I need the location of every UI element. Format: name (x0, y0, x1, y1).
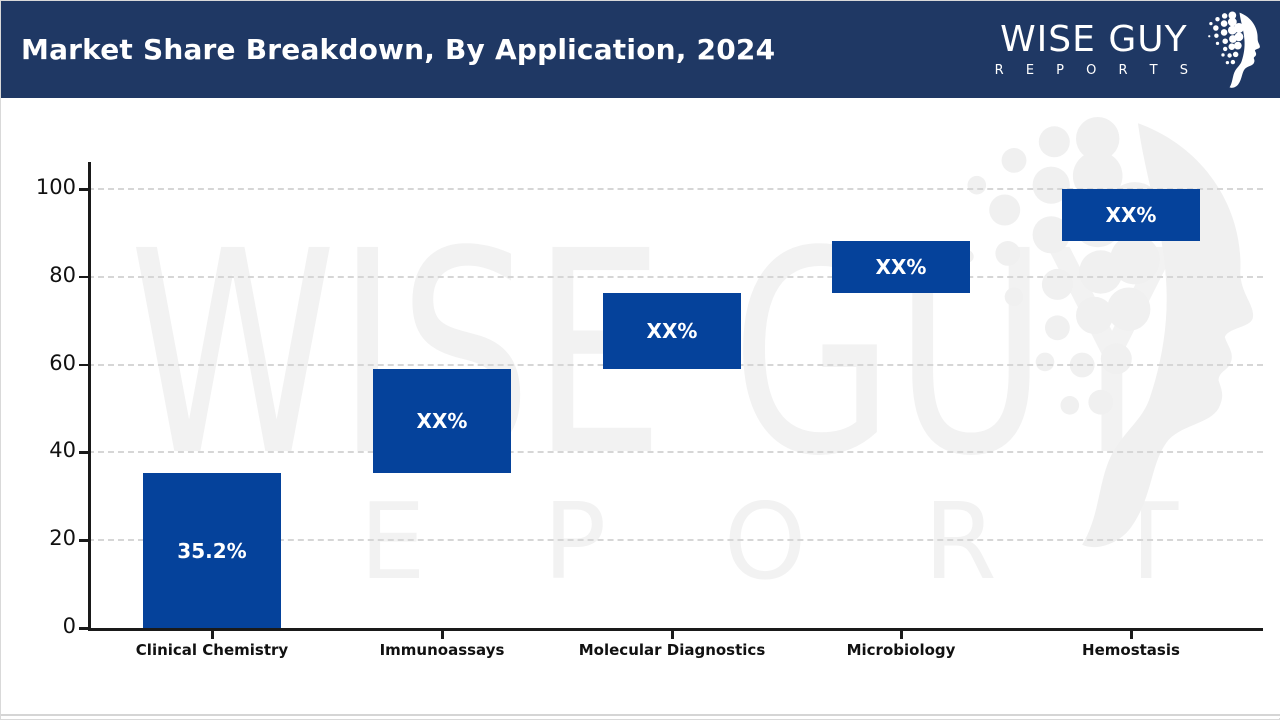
brand-name: WISE GUY (1000, 19, 1188, 60)
bar-clinical-chemistry: 35.2% (143, 473, 281, 628)
bar-hemostasis: XX% (1062, 189, 1200, 241)
y-tick-label-80: 80 (49, 262, 76, 287)
bar-value-label-hemostasis: XX% (1105, 202, 1157, 227)
y-tick-label-0: 0 (62, 614, 76, 638)
y-tick-mark-0 (79, 627, 88, 630)
gridline-80 (88, 275, 1263, 278)
x-tick-mark-microbiology (900, 631, 903, 639)
x-category-label-immunoassays: Immunoassays (379, 641, 505, 659)
x-tick-mark-clinical-chemistry (211, 631, 214, 639)
y-axis-line (88, 162, 91, 628)
dotted-head-icon (1201, 10, 1267, 90)
x-category-label-hemostasis: Hemostasis (1082, 641, 1180, 659)
chart-canvas: WISE GUY R E P O R T S 02040608010035.2%… (1, 98, 1280, 718)
bar-molecular-diagnostics: XX% (603, 292, 741, 370)
bar-value-label-immunoassays: XX% (416, 409, 468, 434)
bar-value-label-molecular-diagnostics: XX% (646, 319, 698, 343)
y-tick-label-100: 100 (35, 175, 76, 199)
y-tick-label-20: 20 (49, 526, 76, 551)
gridline-100 (88, 188, 1263, 190)
y-tick-mark-60 (79, 363, 88, 367)
header-bar: Market Share Breakdown, By Application, … (1, 1, 1280, 98)
x-axis-line (88, 628, 1263, 631)
y-tick-label-60: 60 (49, 350, 76, 375)
x-category-label-microbiology: Microbiology (846, 641, 956, 659)
x-category-label-molecular-diagnostics: Molecular Diagnostics (578, 641, 766, 659)
y-tick-mark-40 (79, 451, 88, 454)
gridline-40 (88, 451, 1263, 454)
page-title: Market Share Breakdown, By Application, … (21, 33, 776, 66)
brand-logo-text: WISE GUY R E P O R T S (991, 19, 1197, 78)
y-tick-label-40: 40 (49, 438, 76, 463)
y-tick-mark-100 (79, 188, 88, 191)
y-tick-mark-80 (79, 275, 88, 279)
y-tick-mark-20 (79, 539, 88, 542)
x-tick-mark-hemostasis (1130, 631, 1133, 639)
bar-microbiology: XX% (832, 240, 970, 293)
brand-subtitle: R E P O R T S (994, 63, 1197, 78)
bar-value-label-microbiology: XX% (875, 254, 927, 279)
gridline-20 (88, 539, 1263, 542)
image-bottom-border (1, 714, 1280, 716)
watermark-dotted-head-icon (921, 116, 1280, 552)
bar-value-label-clinical-chemistry: 35.2% (177, 538, 247, 563)
bar-immunoassays: XX% (373, 369, 511, 474)
watermark-subtitle-text: R E P O R T S (169, 481, 1280, 603)
brand-logo: WISE GUY R E P O R T S (991, 10, 1267, 90)
x-tick-mark-immunoassays (441, 631, 444, 639)
x-category-label-clinical-chemistry: Clinical Chemistry (135, 641, 289, 659)
x-tick-mark-molecular-diagnostics (671, 631, 674, 639)
